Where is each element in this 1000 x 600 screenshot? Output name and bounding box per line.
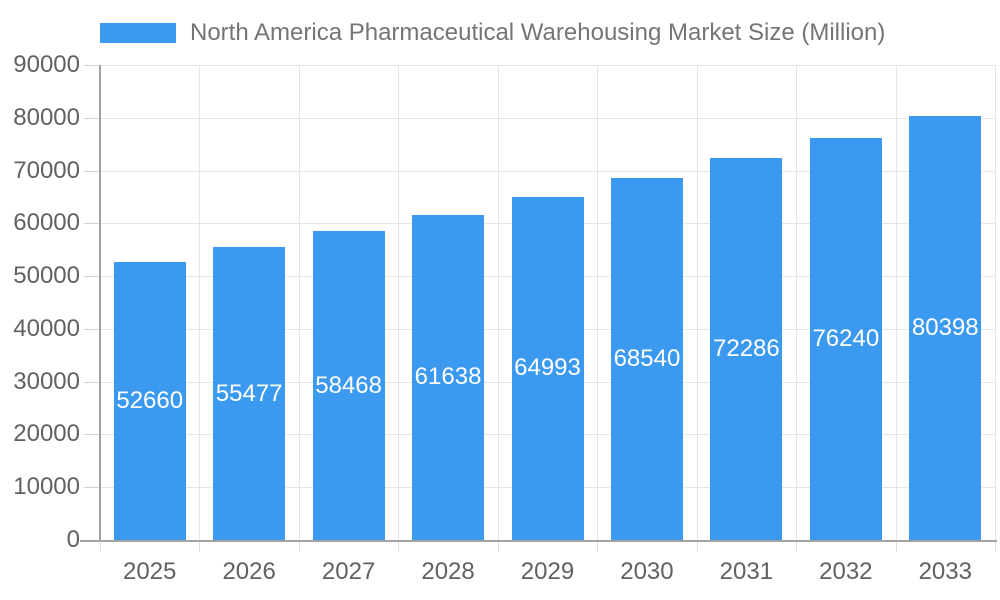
bar-value-label: 68540 (613, 345, 681, 373)
bar-value-label: 72286 (713, 335, 780, 363)
y-tick-label: 80000 (13, 103, 80, 131)
x-gridline (995, 65, 996, 540)
x-tick-mark (796, 540, 798, 552)
legend-swatch (100, 23, 176, 43)
bar (412, 214, 485, 540)
y-tick-mark (84, 487, 100, 489)
x-tick-mark (398, 540, 400, 552)
bar-value-label: 61638 (414, 363, 482, 391)
x-tick-mark (895, 540, 897, 552)
x-axis-line (80, 540, 997, 542)
x-tick-label: 2032 (819, 558, 873, 585)
y-tick-label: 10000 (13, 473, 80, 501)
bar (610, 178, 683, 540)
y-tick-mark (84, 223, 100, 225)
bar (710, 158, 783, 540)
y-axis-line (99, 65, 101, 542)
chart-legend: North America Pharmaceutical Warehousing… (100, 19, 886, 46)
y-tick-label: 70000 (13, 156, 80, 184)
y-tick-label: 90000 (13, 51, 80, 78)
y-tick-mark (84, 381, 100, 383)
y-gridline (100, 170, 995, 172)
y-tick-label: 0 (66, 526, 80, 553)
x-gridline (398, 65, 400, 540)
x-tick-mark (199, 540, 201, 552)
x-tick-mark (696, 540, 698, 552)
x-tick-label: 2030 (620, 558, 674, 585)
x-tick-label: 2031 (719, 558, 774, 585)
x-tick-mark (298, 540, 300, 552)
x-gridline (696, 65, 698, 540)
y-tick-label: 30000 (13, 367, 80, 395)
x-tick-label: 2033 (918, 558, 972, 585)
y-tick-label: 40000 (13, 314, 80, 342)
x-tick-mark (597, 540, 599, 552)
bar-value-label: 55477 (215, 379, 283, 407)
x-tick-label: 2025 (123, 558, 177, 585)
x-tick-label: 2029 (520, 558, 575, 585)
y-tick-mark (84, 170, 100, 172)
bar (809, 137, 882, 540)
bar-value-label: 80398 (911, 313, 979, 341)
x-tick-mark (995, 540, 996, 552)
bar-value-label: 76240 (812, 324, 880, 352)
y-tick-mark (84, 117, 100, 119)
bar (213, 247, 286, 540)
bar-value-label: 52660 (116, 387, 184, 415)
x-tick-mark (100, 540, 101, 552)
x-tick-label: 2026 (222, 558, 276, 585)
y-tick-label: 50000 (13, 262, 80, 290)
x-tick-label: 2027 (321, 558, 376, 585)
y-tick-mark (84, 65, 100, 66)
bar (909, 115, 982, 540)
y-tick-mark (84, 434, 100, 436)
y-gridline (100, 65, 995, 66)
x-gridline (895, 65, 897, 540)
bar (312, 231, 385, 540)
y-tick-label: 20000 (13, 420, 80, 448)
x-tick-label: 2028 (421, 558, 475, 585)
y-gridline (100, 117, 995, 119)
x-gridline (298, 65, 300, 540)
y-tick-mark (84, 276, 100, 278)
bar (113, 262, 186, 540)
bar (511, 196, 584, 540)
y-tick-label: 60000 (13, 209, 80, 237)
bar-value-label: 64993 (514, 354, 581, 382)
x-gridline (199, 65, 201, 540)
bar-value-label: 58468 (315, 371, 382, 399)
chart-title: North America Pharmaceutical Warehousing… (190, 19, 886, 46)
y-tick-mark (84, 328, 100, 330)
x-gridline (597, 65, 599, 540)
x-gridline (796, 65, 798, 540)
x-tick-mark (497, 540, 499, 552)
x-gridline (497, 65, 499, 540)
